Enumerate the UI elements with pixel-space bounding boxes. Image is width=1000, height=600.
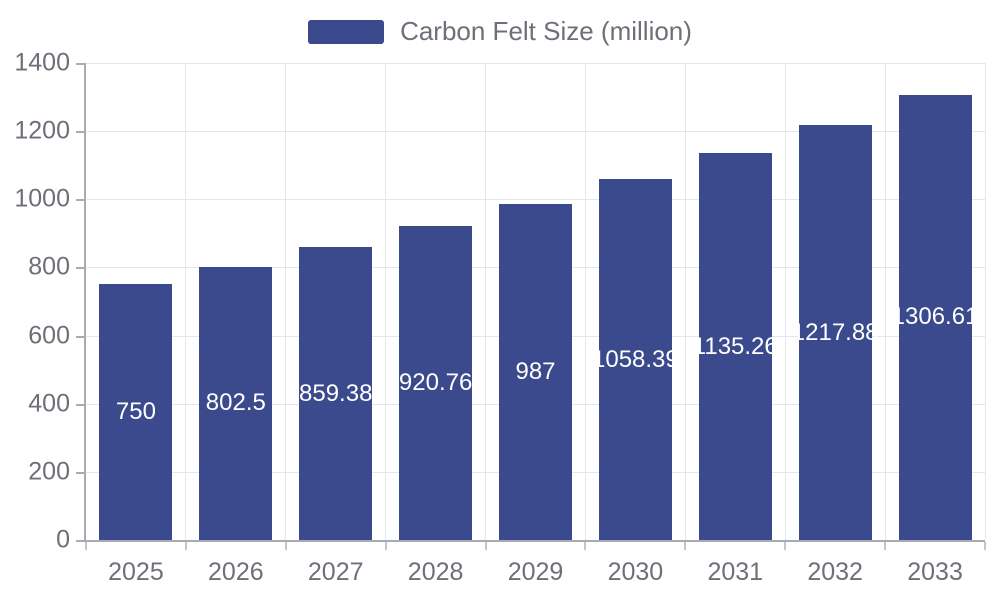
x-tick [284,542,287,550]
bar-value-label: 859.38 [299,379,373,407]
x-axis-label: 2027 [307,558,364,586]
x-tick [384,542,387,550]
y-tick [76,63,84,65]
legend: Carbon Felt Size (million) [0,16,1000,47]
x-tick [984,542,986,550]
x-tick [884,542,887,550]
bar[interactable] [898,94,972,540]
bar-value-label: 1135.26 [692,332,778,360]
y-tick [76,267,84,270]
y-axis-label: 800 [28,252,70,281]
bar-value-label: 750 [115,398,156,426]
y-tick [76,199,84,202]
x-axis-label: 2030 [607,558,664,586]
x-axis-label: 2025 [108,558,164,586]
x-axis-label: 2033 [907,558,963,586]
y-tick [76,335,84,338]
bar-value-label: 1058.39 [591,345,679,373]
y-axis-line [84,63,86,540]
x-axis-label: 2028 [407,558,464,586]
x-tick [684,542,687,550]
y-axis-label: 1400 [14,48,70,77]
x-tick [184,542,187,550]
bar[interactable] [598,179,672,540]
x-axis-label: 2026 [208,558,264,586]
x-tick [584,542,587,550]
legend-item-carbon-felt-size[interactable]: Carbon Felt Size (million) [308,16,692,47]
x-axis-label: 2029 [507,558,564,586]
y-tick [76,540,84,542]
y-axis-label: 1200 [14,116,70,145]
legend-swatch [308,19,385,44]
gridline-v [485,63,487,540]
gridline-h [86,131,985,133]
gridline-h [86,199,985,201]
gridline-v [984,63,986,540]
bar[interactable] [199,266,273,540]
gridline-v [385,63,387,540]
bar[interactable] [299,247,373,540]
x-tick [85,542,87,550]
y-tick [76,403,84,406]
bar-value-label: 1306.61 [891,303,979,331]
x-tick [784,542,787,550]
bar[interactable] [99,284,173,540]
y-axis-label: 1000 [14,184,70,213]
gridline-v [884,63,886,540]
y-tick [76,131,84,134]
bar-value-label: 1217.88 [791,318,879,346]
gridline-v [784,63,786,540]
bar[interactable] [499,203,572,540]
y-axis-label: 200 [28,457,70,486]
y-axis-label: 600 [28,321,70,350]
bar-value-label: 987 [515,357,556,385]
gridline-v [584,63,586,540]
x-axis-line [84,540,985,542]
gridline-v [684,63,686,540]
x-axis-label: 2031 [707,558,764,586]
bar[interactable] [798,125,872,540]
y-axis-label: 0 [56,525,70,554]
x-axis-label: 2032 [807,558,863,586]
gridline-v [185,63,187,540]
bar-value-label: 920.76 [398,369,473,397]
y-tick [76,471,84,474]
bar-value-label: 802.5 [205,389,266,417]
gridline-v [285,63,287,540]
gridline-h [86,63,985,64]
bar[interactable] [698,153,772,540]
bar[interactable] [399,226,473,540]
x-tick [484,542,487,550]
y-axis-label: 400 [28,389,70,418]
legend-label: Carbon Felt Size (million) [400,16,692,46]
